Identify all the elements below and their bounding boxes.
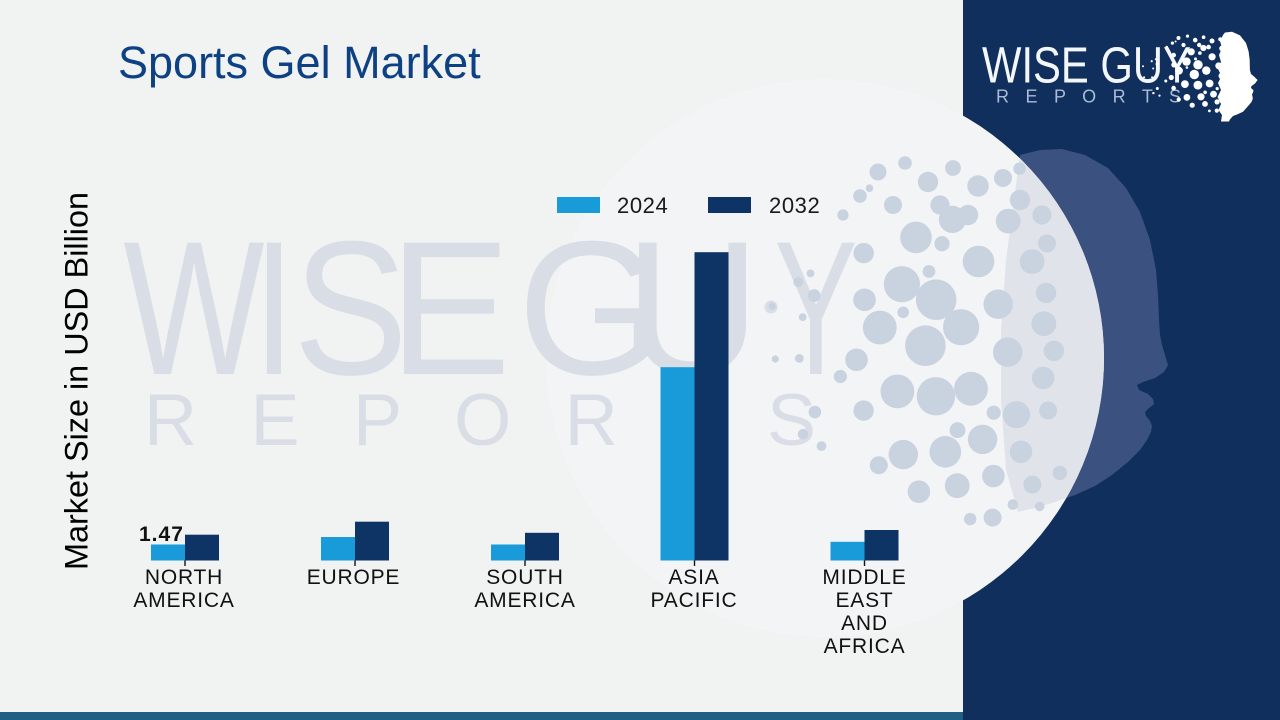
svg-text:E: E	[389, 201, 511, 415]
svg-text:WISE GUY: WISE GUY	[982, 37, 1191, 94]
svg-text:W: W	[123, 203, 264, 416]
svg-text:I: I	[253, 202, 295, 415]
svg-text:R E P O R T S: R E P O R T S	[996, 87, 1181, 107]
svg-text:S: S	[293, 202, 408, 415]
svg-text:G: G	[518, 202, 664, 415]
